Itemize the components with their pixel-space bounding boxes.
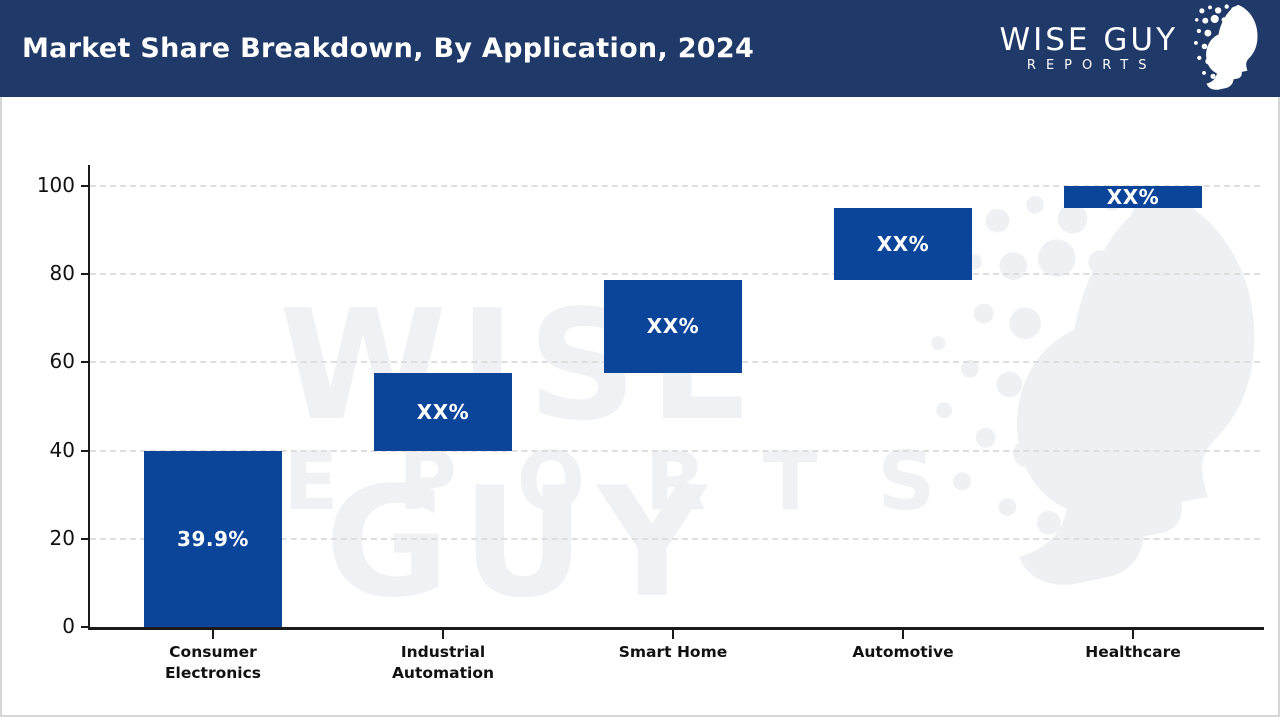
y-tick-label: 80	[49, 261, 75, 286]
bar-label-consumer-electronics: 39.9%	[177, 527, 249, 551]
chart-region: WISE GUY REPORTS 0 20 40 60 80 100 39.9% Consum…	[0, 97, 1280, 717]
x-axis-label-line: Smart Home	[618, 643, 728, 661]
wiseguy-face-icon	[1176, 1, 1262, 97]
y-tick-label: 100	[36, 173, 75, 197]
x-axis-label-industrial-automation: Industrial Automation	[333, 642, 553, 683]
logo: WISE GUY REPORTS	[999, 1, 1262, 97]
bar-label-healthcare: XX%	[1106, 185, 1160, 210]
y-tick-mark-0	[81, 626, 90, 628]
x-tick-mark-healthcare	[1132, 630, 1134, 639]
x-axis-line	[88, 627, 1264, 630]
x-axis-label-consumer-electronics: Consumer Electronics	[103, 642, 323, 683]
bar-label-industrial-automation: XX%	[416, 399, 470, 424]
logo-subtitle: REPORTS	[1026, 57, 1157, 73]
y-tick-mark-80	[81, 273, 90, 276]
x-tick-mark-industrial-automation	[442, 630, 444, 639]
x-axis-label-line: Healthcare	[1085, 643, 1181, 661]
y-tick-label: 20	[49, 525, 75, 550]
gridline-80	[90, 273, 1260, 276]
bar-healthcare: XX%	[1064, 185, 1202, 210]
y-tick-label: 0	[62, 614, 75, 638]
x-axis-label-line: Automation	[391, 663, 495, 682]
y-axis-line	[88, 165, 90, 629]
y-tick-label: 40	[49, 437, 75, 462]
plot-area: 0 20 40 60 80 100 39.9% Consumer Electronics XX% I…	[2, 97, 1278, 715]
gridline-40	[90, 449, 1260, 452]
y-tick-mark-60	[81, 361, 90, 364]
bar-industrial-automation: XX%	[374, 372, 512, 452]
x-axis-label-automotive: Automotive	[793, 642, 1013, 663]
y-tick-mark-100	[81, 185, 90, 187]
page-title: Market Share Breakdown, By Application, …	[22, 33, 755, 64]
header: Market Share Breakdown, By Application, …	[0, 0, 1280, 97]
bar-label-automotive: XX%	[876, 232, 930, 257]
x-axis-label-line: Electronics	[164, 663, 262, 682]
x-tick-mark-smart-home	[672, 630, 674, 639]
x-axis-label-healthcare: Healthcare	[1023, 642, 1243, 663]
x-tick-mark-automotive	[902, 630, 904, 639]
y-tick-mark-40	[81, 449, 90, 452]
x-axis-label-line: Consumer	[169, 643, 257, 661]
gridline-20	[90, 537, 1260, 540]
y-tick-mark-20	[81, 537, 90, 540]
x-axis-label-line: Industrial	[400, 643, 486, 661]
logo-wordmark: WISE GUY	[999, 22, 1178, 59]
x-tick-mark-consumer-electronics	[212, 630, 214, 639]
bar-smart-home: XX%	[604, 280, 742, 373]
logo-text: WISE GUY REPORTS	[999, 24, 1178, 72]
gridline-100	[90, 185, 1260, 187]
x-axis-label-line: Automotive	[852, 643, 954, 661]
bar-label-smart-home: XX%	[646, 314, 700, 339]
bar-automotive: XX%	[834, 208, 972, 281]
y-tick-label: 60	[49, 349, 75, 374]
bar-consumer-electronics: 39.9%	[144, 451, 282, 627]
x-axis-label-smart-home: Smart Home	[563, 642, 783, 663]
